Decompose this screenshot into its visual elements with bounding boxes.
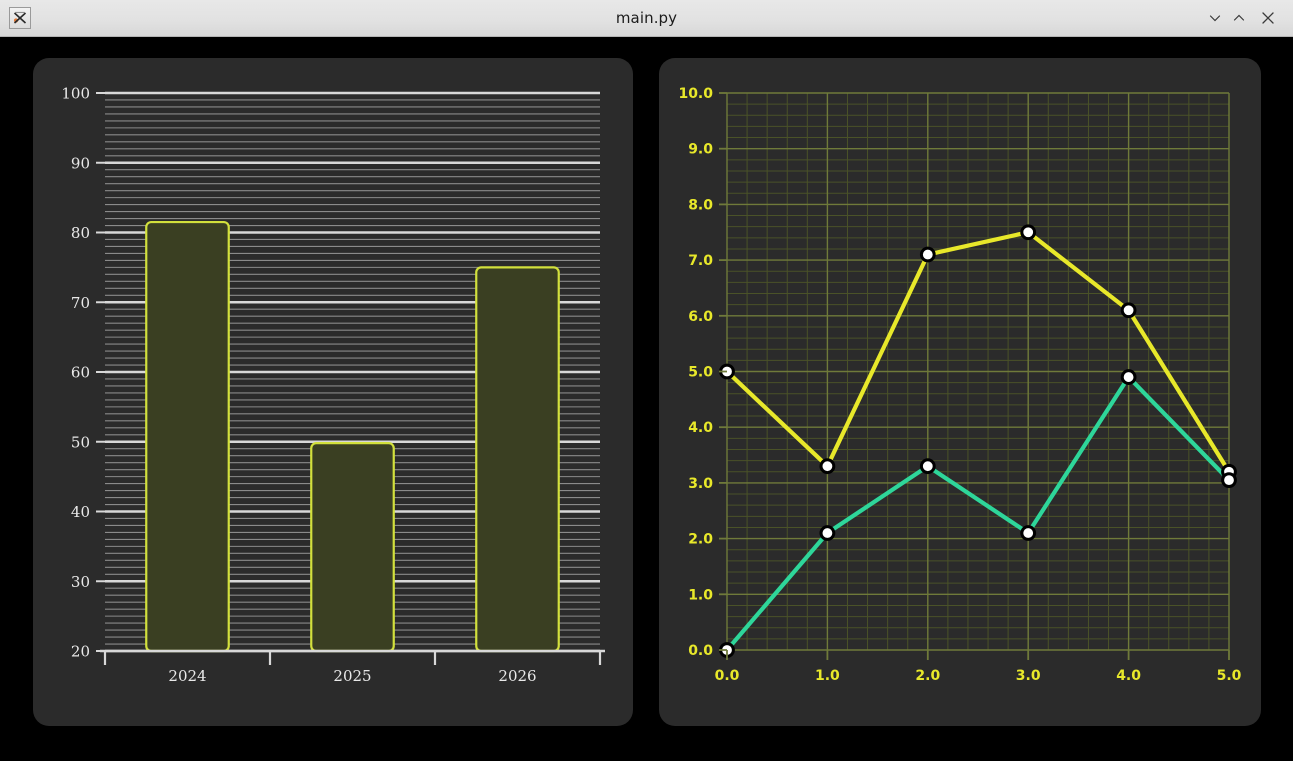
line-y-tick-labels: 0.0 1.0 2.0 3.0 4.0 5.0 6.0 7.0 8.0 9.0 10.0 <box>678 86 713 659</box>
line-y-label: 10.0 <box>678 86 713 102</box>
bar-x-label: 2026 <box>498 667 536 685</box>
bar-y-label: 40 <box>71 503 90 521</box>
line-y-label: 5.0 <box>688 365 713 381</box>
bar-y-label: 30 <box>71 573 90 591</box>
line-y-label: 0.0 <box>688 643 713 659</box>
line-y-label: 3.0 <box>688 476 713 492</box>
bar-2026 <box>475 266 560 653</box>
line-yellow-series <box>724 230 1232 474</box>
data-point <box>1120 369 1137 385</box>
bar-y-label: 100 <box>61 85 90 103</box>
data-point <box>1120 302 1137 319</box>
bar-series <box>145 220 560 653</box>
line-y-label: 8.0 <box>688 197 713 213</box>
bar-2024 <box>145 220 230 653</box>
data-point <box>1020 224 1037 241</box>
bar-y-label: 60 <box>71 364 90 382</box>
data-point <box>919 458 936 475</box>
line-x-label: 1.0 <box>815 668 840 684</box>
line-y-label: 9.0 <box>688 142 713 158</box>
minimize-button[interactable] <box>1203 6 1227 30</box>
bar-x-label: 2025 <box>333 667 371 685</box>
bar-y-label: 50 <box>71 433 90 451</box>
line-x-label: 4.0 <box>1116 668 1141 684</box>
bar-2025 <box>310 442 395 653</box>
bar-y-label: 20 <box>71 643 90 661</box>
line-x-label: 2.0 <box>915 668 940 684</box>
data-point <box>1221 472 1237 489</box>
chevron-up-icon <box>1233 14 1245 21</box>
maximize-button[interactable] <box>1227 6 1251 30</box>
line-chart: 0.0 1.0 2.0 3.0 4.0 5.0 0.0 1.0 2.0 3.0 4.0 5.0 6.0 7… <box>678 86 1242 684</box>
bar-chart: 2024 2025 2026 20 30 40 50 60 70 80 90 100 <box>61 85 605 685</box>
window-titlebar: main.py <box>0 0 1293 37</box>
line-major-gridlines <box>726 92 1230 651</box>
line-y-label: 6.0 <box>688 309 713 325</box>
line-green-series <box>724 374 1232 653</box>
chevron-down-icon <box>1209 15 1221 22</box>
window-title: main.py <box>615 9 678 27</box>
bar-x-ticks <box>103 651 602 665</box>
line-chart-panel: 0.0 1.0 2.0 3.0 4.0 5.0 0.0 1.0 2.0 3.0 4.0 5.0 6.0 7… <box>659 58 1261 726</box>
bar-y-label: 80 <box>71 224 90 242</box>
line-y-label: 7.0 <box>688 253 713 269</box>
bar-x-tick-labels: 2024 2025 2026 <box>168 667 536 685</box>
data-point <box>819 458 836 475</box>
line-y-label: 4.0 <box>688 420 713 436</box>
line-x-tick-labels: 0.0 1.0 2.0 3.0 4.0 5.0 <box>715 668 1242 684</box>
bar-x-label: 2024 <box>168 667 206 685</box>
close-icon <box>1262 12 1274 24</box>
line-ticks <box>719 92 1230 660</box>
close-button[interactable] <box>1256 6 1280 30</box>
bar-y-ticks: 20 30 40 50 60 70 80 90 100 <box>61 85 105 661</box>
bar-y-label: 70 <box>71 294 90 312</box>
markers-green-series <box>719 369 1237 658</box>
data-point <box>1020 525 1037 541</box>
bar-chart-panel: 2024 2025 2026 20 30 40 50 60 70 80 90 100 <box>33 58 633 726</box>
data-point <box>819 525 836 541</box>
data-point <box>919 246 936 263</box>
bar-y-label: 90 <box>71 154 90 172</box>
line-y-label: 2.0 <box>688 532 713 548</box>
line-y-label: 1.0 <box>688 587 713 603</box>
line-x-label: 5.0 <box>1217 668 1242 684</box>
line-x-label: 3.0 <box>1016 668 1041 684</box>
line-x-label: 0.0 <box>715 668 740 684</box>
x-app-icon <box>9 7 31 29</box>
